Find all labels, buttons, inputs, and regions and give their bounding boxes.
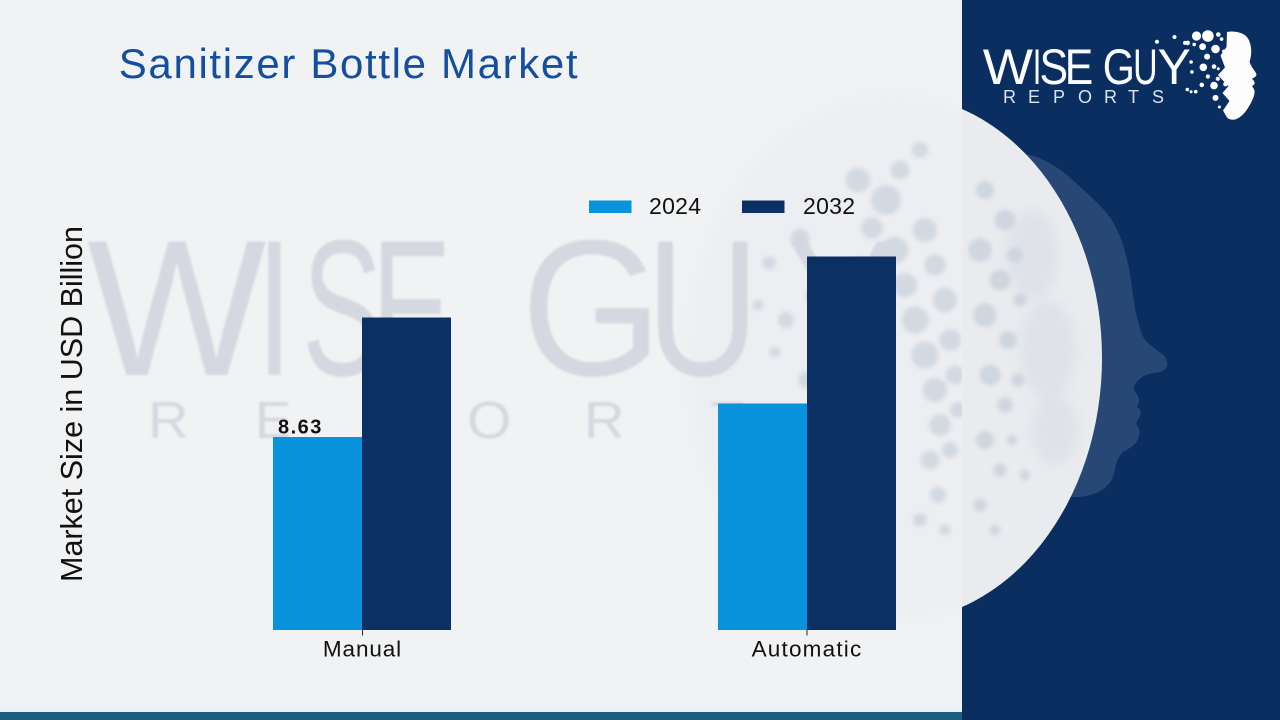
svg-text:S: S <box>1152 87 1164 107</box>
svg-text:U: U <box>1133 40 1158 96</box>
svg-text:P: P <box>1053 87 1065 107</box>
svg-text:U: U <box>646 200 759 416</box>
svg-text:2032: 2032 <box>803 193 855 219</box>
svg-text:W: W <box>983 39 1034 95</box>
svg-text:R: R <box>148 392 189 450</box>
svg-text:R: R <box>1003 87 1016 107</box>
svg-text:G: G <box>1103 38 1135 95</box>
svg-text:Sanitizer Bottle Market: Sanitizer Bottle Market <box>119 40 579 87</box>
svg-text:I: I <box>256 200 292 416</box>
svg-text:Automatic: Automatic <box>752 637 863 662</box>
svg-text:E: E <box>1028 87 1040 107</box>
svg-text:W: W <box>87 199 266 416</box>
svg-text:O: O <box>1078 87 1092 107</box>
svg-text:I: I <box>1033 38 1042 94</box>
svg-text:T: T <box>1128 87 1139 107</box>
svg-text:R: R <box>584 392 625 450</box>
svg-text:O: O <box>467 391 511 449</box>
svg-text:Manual: Manual <box>323 637 402 662</box>
svg-text:8.63: 8.63 <box>278 417 323 439</box>
svg-text:Y: Y <box>1158 39 1191 95</box>
svg-text:E: E <box>1065 39 1094 95</box>
svg-text:Market Size in USD Billion: Market Size in USD Billion <box>55 226 89 582</box>
svg-text:2024: 2024 <box>649 193 701 219</box>
svg-text:G: G <box>521 200 662 417</box>
svg-text:S: S <box>1040 39 1069 95</box>
svg-text:R: R <box>1104 87 1117 107</box>
